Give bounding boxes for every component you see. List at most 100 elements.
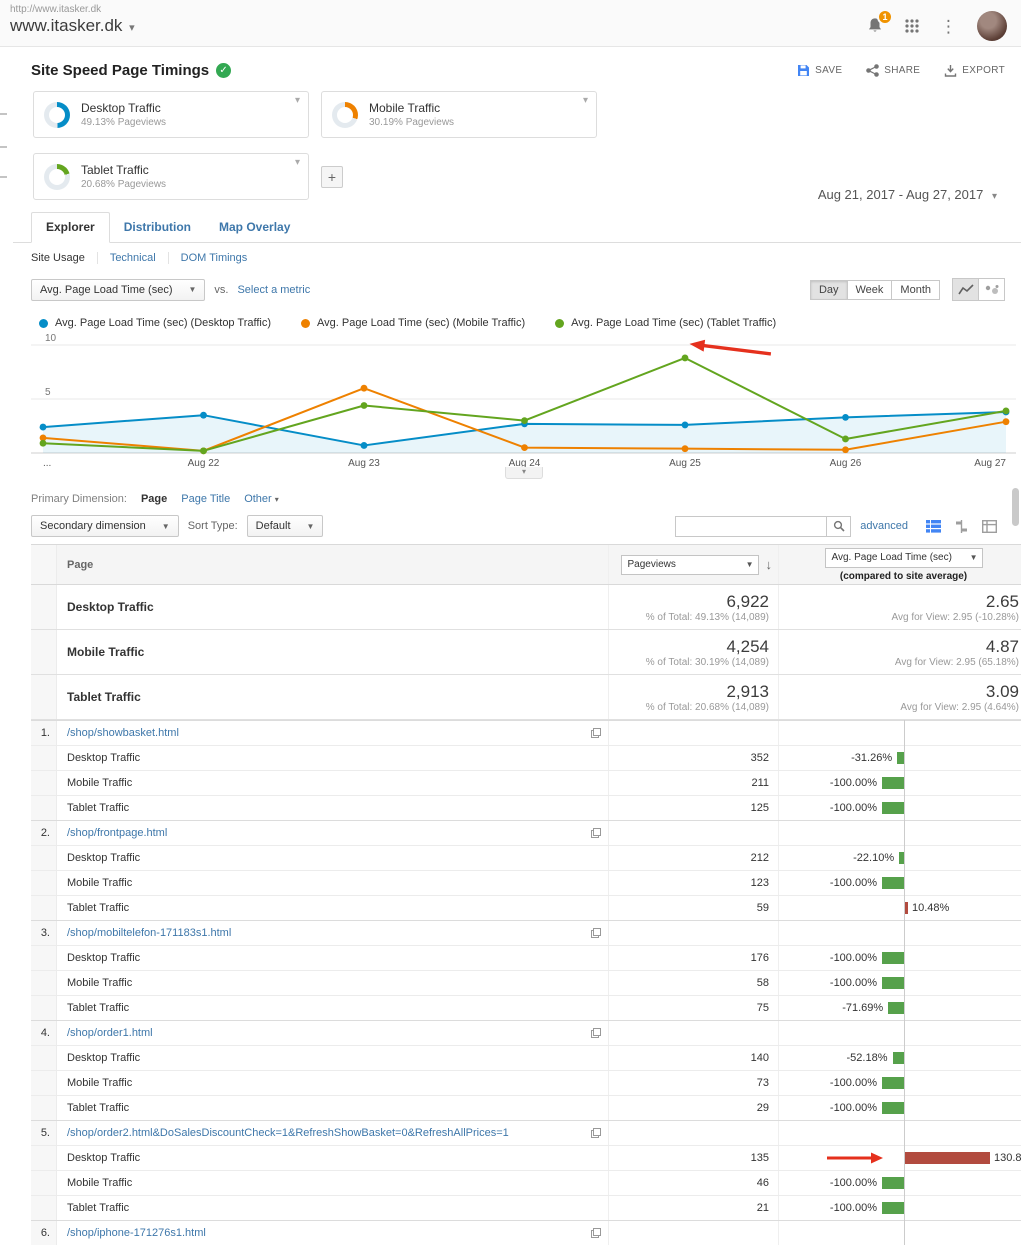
apps-grid-button[interactable]: [904, 18, 920, 34]
open-in-new-icon[interactable]: [591, 828, 601, 841]
row-number-cell: [31, 996, 57, 1020]
motion-chart-view-button[interactable]: [978, 278, 1005, 301]
search-input[interactable]: [675, 515, 828, 537]
delta-axis: [904, 945, 905, 970]
tab-explorer[interactable]: Explorer: [31, 212, 110, 243]
summary-label: Desktop Traffic: [67, 600, 154, 614]
delta-label: -22.10%: [853, 852, 895, 864]
granularity-week-button[interactable]: Week: [846, 279, 893, 300]
pageviews-value: 75: [608, 996, 778, 1020]
report-subtabs: Site Usage Technical DOM Timings: [13, 243, 1021, 273]
series-dot-icon: [555, 318, 565, 328]
dimension-page[interactable]: Page: [140, 493, 168, 505]
page-row: 3. /shop/mobiltelefon-171183s1.html: [31, 920, 1021, 945]
segment-name: Mobile Traffic: [369, 101, 441, 115]
subtab-technical[interactable]: Technical: [98, 252, 169, 264]
subtab-dom-timings[interactable]: DOM Timings: [180, 252, 248, 264]
share-button[interactable]: SHARE: [866, 64, 920, 77]
row-number-cell: [31, 871, 57, 895]
tab-map-overlay[interactable]: Map Overlay: [219, 220, 291, 234]
notification-badge: 1: [877, 9, 893, 25]
summary-label: Mobile Traffic: [67, 645, 145, 659]
comparison-view-button[interactable]: [954, 519, 969, 533]
segment-row-label: Tablet Traffic: [67, 802, 130, 814]
page-link[interactable]: /shop/order1.html: [67, 1027, 153, 1039]
select-metric-link[interactable]: Select a metric: [237, 283, 311, 296]
chevron-down-icon[interactable]: ▾: [294, 95, 300, 106]
page-link[interactable]: /shop/mobiltelefon-171183s1.html: [67, 927, 232, 939]
delta-axis: [904, 920, 905, 945]
granularity-day-button[interactable]: Day: [809, 279, 848, 300]
chevron-down-icon: ▾: [991, 191, 997, 202]
segment-card-tablet-traffic[interactable]: Tablet Traffic 20.68% Pageviews ▾: [33, 153, 309, 200]
add-segment-button[interactable]: +: [321, 165, 343, 188]
table-view-button[interactable]: [926, 519, 941, 533]
metric-column-note: (compared to site average): [839, 570, 968, 582]
more-menu-button[interactable]: ⋮: [940, 16, 957, 36]
open-in-new-icon[interactable]: [591, 1028, 601, 1041]
chevron-down-icon[interactable]: ▾: [582, 95, 588, 106]
account-selector[interactable]: www.itasker.dk ▾: [10, 16, 135, 36]
series-dot-icon: [301, 318, 311, 328]
delta-axis: [904, 1045, 905, 1070]
report-tabs: Explorer Distribution Map Overlay: [13, 212, 1021, 243]
open-in-new-icon[interactable]: [591, 1228, 601, 1241]
summary-pageviews: 6,922% of Total: 49.13% (14,089): [608, 585, 778, 629]
chevron-down-icon: ▾: [274, 495, 279, 504]
timeline-svg: 5 10... Aug 22 Aug 23 Aug 24 Aug 25 Aug 26 Aug …: [31, 333, 1016, 469]
subtab-site-usage[interactable]: Site Usage: [31, 252, 98, 264]
metric-column-select[interactable]: Avg. Page Load Time (sec) ▼: [824, 547, 983, 568]
avatar[interactable]: [977, 11, 1007, 41]
pageviews-value: 125: [608, 796, 778, 820]
open-in-new-icon[interactable]: [591, 728, 601, 741]
chart-collapse-handle[interactable]: ▾: [505, 467, 543, 479]
segment-cards: Desktop Traffic 49.13% Pageviews ▾ Mobil…: [33, 91, 643, 200]
segment-data-row: Desktop Traffic 352 -31.26%: [31, 745, 1021, 770]
pivot-view-button[interactable]: [982, 519, 997, 533]
open-in-new-icon[interactable]: [591, 1128, 601, 1141]
metric-dropdown[interactable]: Avg. Page Load Time (sec) ▼: [31, 278, 206, 301]
granularity-month-button[interactable]: Month: [891, 279, 940, 300]
sort-type-button[interactable]: Default ▼: [246, 515, 324, 537]
line-chart-view-button[interactable]: [952, 278, 979, 301]
delta-label: -100.00%: [829, 1077, 877, 1089]
open-in-new-icon[interactable]: [591, 928, 601, 941]
search-button[interactable]: [826, 515, 852, 537]
motion-chart-icon: [985, 284, 998, 294]
sort-direction-icon[interactable]: ↓: [765, 557, 773, 572]
advanced-link[interactable]: advanced: [860, 520, 908, 532]
save-button[interactable]: SAVE: [797, 64, 842, 77]
export-button[interactable]: EXPORT: [944, 64, 1005, 77]
vs-label: vs.: [214, 283, 229, 296]
dimension-other[interactable]: Other ▾: [244, 493, 279, 505]
row-number-cell: [31, 796, 57, 820]
delta-cell: -100.00%: [778, 1095, 1021, 1120]
delta-label: -100.00%: [829, 1202, 877, 1214]
segment-donut-icon: [44, 163, 70, 190]
pageviews-value: 46: [608, 1171, 778, 1195]
secondary-dimension-button[interactable]: Secondary dimension ▼: [31, 515, 179, 537]
pageviews-column-select[interactable]: Pageviews ▼: [620, 554, 759, 575]
delta-axis: [904, 1020, 905, 1045]
page-row: 2. /shop/frontpage.html: [31, 820, 1021, 845]
segment-data-row: Mobile Traffic 211 -100.00%: [31, 770, 1021, 795]
date-range-selector[interactable]: Aug 21, 2017 - Aug 27, 2017 ▾: [818, 187, 997, 202]
scrollbar-thumb[interactable]: [1012, 488, 1019, 526]
pageviews-value: 211: [608, 771, 778, 795]
page-link[interactable]: /shop/showbasket.html: [67, 727, 179, 739]
chevron-down-icon[interactable]: ▾: [294, 157, 300, 168]
segment-card-mobile-traffic[interactable]: Mobile Traffic 30.19% Pageviews ▾: [321, 91, 597, 138]
segment-data-row: Mobile Traffic 123 -100.00%: [31, 870, 1021, 895]
page-link[interactable]: /shop/order2.html&DoSalesDiscountCheck=1…: [67, 1127, 509, 1139]
page-link[interactable]: /shop/frontpage.html: [67, 827, 168, 839]
table-view-icon: [926, 519, 941, 533]
delta-bar: [882, 1177, 904, 1189]
delta-cell: -100.00%: [778, 945, 1021, 970]
chevron-down-icon: ▼: [969, 553, 978, 562]
notifications-button[interactable]: 1: [866, 9, 893, 35]
segment-card-desktop-traffic[interactable]: Desktop Traffic 49.13% Pageviews ▾: [33, 91, 309, 138]
delta-axis: [904, 845, 905, 870]
tab-distribution[interactable]: Distribution: [123, 220, 192, 234]
dimension-page-title[interactable]: Page Title: [181, 493, 231, 505]
segment-row-label: Mobile Traffic: [67, 977, 133, 989]
